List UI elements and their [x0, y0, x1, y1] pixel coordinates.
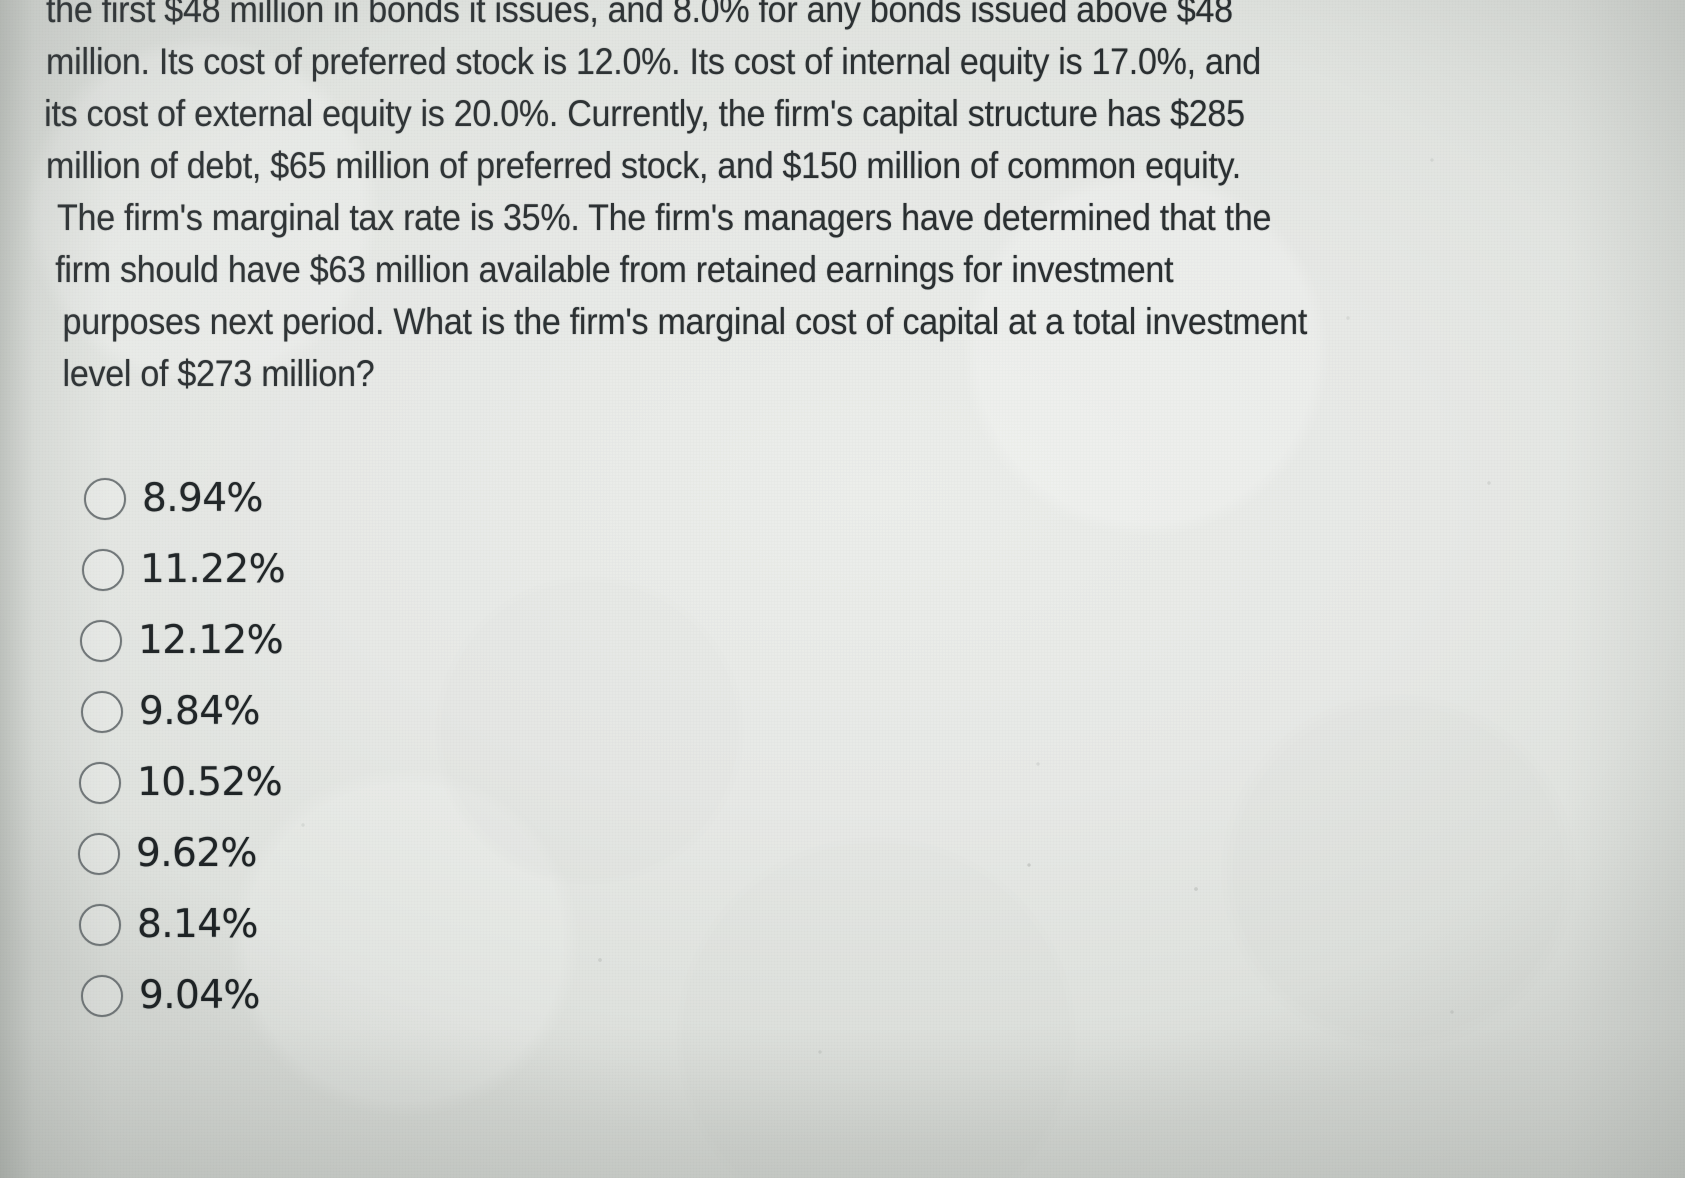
question-line-3: million. Its cost of preferred stock is … [46, 41, 1261, 82]
answer-option[interactable]: 11.22% [82, 534, 598, 605]
answer-option[interactable]: 9.84% [81, 676, 598, 747]
radio-button-icon[interactable] [84, 477, 126, 520]
answer-option-label: 8.94% [142, 476, 264, 521]
answer-option-label: 8.14% [137, 902, 259, 947]
answer-option[interactable]: 9.04% [81, 960, 598, 1031]
answer-option-label: 9.84% [139, 689, 261, 734]
answer-option[interactable]: 8.14% [79, 889, 598, 960]
question-line-8: purposes next period. What is the firm's… [62, 301, 1308, 342]
answer-option[interactable]: 12.12% [80, 605, 598, 676]
question-line-5: million of debt, $65 million of preferre… [46, 145, 1241, 186]
radio-button-icon[interactable] [78, 832, 120, 875]
radio-button-icon[interactable] [82, 548, 124, 591]
question-line-4: its cost of external equity is 20.0%. Cu… [44, 93, 1245, 134]
answer-option[interactable]: 8.94% [84, 463, 598, 534]
answer-option-label: 12.12% [138, 618, 284, 663]
radio-button-icon[interactable] [79, 903, 121, 946]
radio-button-icon[interactable] [81, 690, 123, 733]
radio-button-icon[interactable] [79, 761, 121, 804]
radio-button-icon[interactable] [80, 619, 122, 662]
answer-option-label: 9.62% [136, 831, 258, 876]
answer-option-label: 9.04% [139, 973, 261, 1018]
answer-options-list: 8.94% 11.22% 12.12% 9.84% 10.52% 9.62% [78, 463, 598, 1031]
question-line-9: level of $273 million? [62, 353, 375, 394]
question-line-2: the first $48 million in bonds it issues… [46, 0, 1233, 30]
question-line-6: The firm's marginal tax rate is 35%. The… [57, 197, 1272, 238]
radio-button-icon[interactable] [81, 974, 123, 1017]
question-line-7: firm should have $63 million available f… [55, 249, 1174, 290]
question-paragraph: period (PM) has determined that its afte… [0, 0, 1450, 400]
answer-option[interactable]: 10.52% [79, 747, 598, 818]
answer-option-label: 11.22% [140, 547, 286, 592]
answer-option[interactable]: 9.62% [78, 818, 598, 889]
answer-option-label: 10.52% [137, 760, 283, 805]
